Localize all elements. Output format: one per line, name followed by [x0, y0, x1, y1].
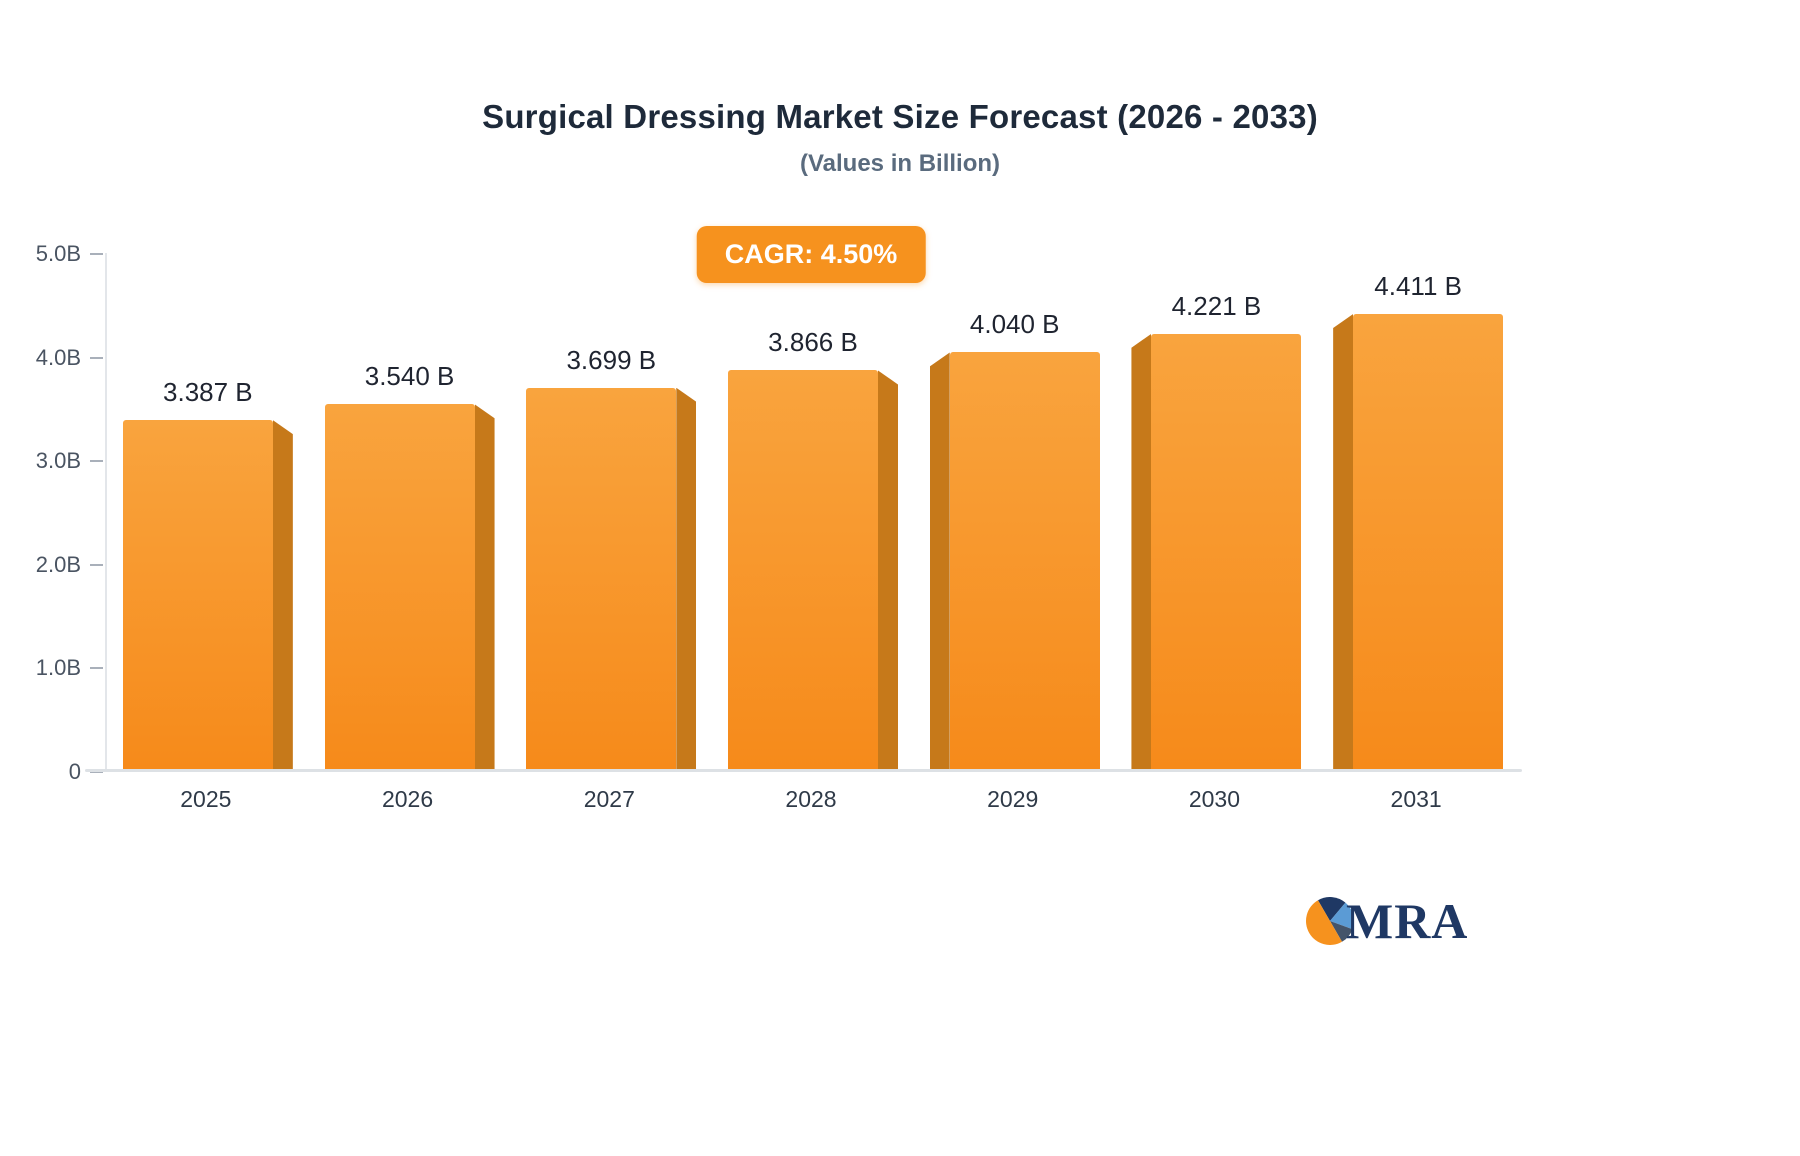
y-tick-label: 0 — [68, 759, 81, 784]
bar-face — [324, 404, 475, 771]
bar-side — [1333, 314, 1354, 771]
bar — [324, 404, 495, 771]
x-tick-label: 2029 — [987, 786, 1039, 812]
x-tick-label: 2025 — [180, 786, 232, 812]
y-tick: 2.0B — [36, 552, 103, 578]
bar-face — [728, 370, 878, 771]
bar — [122, 420, 293, 771]
bar-face — [1151, 333, 1302, 771]
y-tick-label: 2.0B — [35, 551, 81, 577]
y-tick: 0 — [69, 759, 103, 785]
bar-side — [1131, 333, 1152, 771]
bar-side — [474, 404, 495, 771]
x-tick-label: 2028 — [785, 786, 837, 812]
y-tick-dash — [90, 667, 103, 670]
y-tick-label: 5.0B — [35, 241, 81, 266]
x-tick-label: 2031 — [1390, 786, 1442, 812]
bar-value-label: 3.699 B — [566, 344, 657, 375]
bar-side — [878, 370, 898, 771]
y-tick-label: 3.0B — [35, 448, 81, 474]
bar-value-label: 4.221 B — [1171, 290, 1262, 321]
brand-logo: MRA — [1306, 896, 1468, 946]
bar-face — [122, 420, 273, 771]
y-axis: 0 1.0B 2.0B 3.0B 4.0B 5.0B — [0, 241, 103, 784]
y-tick-dash — [90, 253, 103, 255]
y-tick-dash — [90, 460, 103, 463]
y-tick-dash — [90, 771, 103, 773]
bar — [526, 387, 697, 771]
y-tick-dash — [90, 563, 103, 566]
bar — [1131, 333, 1302, 771]
bar-side — [272, 420, 293, 771]
brand-logo-text: MRA — [1346, 893, 1469, 949]
bar-face — [949, 352, 1100, 771]
y-tick-label: 4.0B — [35, 344, 81, 370]
chart-subtitle: (Values in Billion) — [799, 150, 1001, 177]
y-tick: 1.0B — [36, 655, 103, 681]
y-tick: 4.0B — [36, 345, 103, 371]
bar-value-label: 3.866 B — [768, 327, 858, 358]
x-tick-label: 2026 — [381, 786, 434, 812]
pie-chart-icon — [1306, 897, 1354, 945]
y-tick: 3.0B — [36, 448, 103, 474]
x-tick-label: 2027 — [583, 786, 635, 812]
bar — [929, 352, 1100, 771]
bar-value-label: 4.411 B — [1374, 271, 1462, 302]
bar-side — [929, 352, 950, 771]
bar-value-label: 4.040 B — [969, 309, 1060, 340]
bar-side — [676, 387, 697, 771]
bar-face — [526, 387, 677, 771]
x-axis: 2025 2026 2027 2028 2029 2030 2031 — [105, 786, 1517, 820]
y-tick-label: 1.0B — [35, 655, 81, 681]
chart-title: Surgical Dressing Market Size Forecast (… — [482, 98, 1318, 135]
bar-value-label: 3.540 B — [364, 361, 455, 392]
y-tick: 5.0B — [36, 241, 103, 267]
bar — [1333, 314, 1504, 771]
bar-face — [1353, 314, 1504, 771]
y-tick-dash — [90, 356, 103, 359]
x-tick-label: 2030 — [1188, 786, 1241, 812]
cagr-badge: CAGR: 4.50% — [696, 226, 926, 283]
bar-value-label: 3.387 B — [163, 377, 253, 408]
bar — [728, 370, 898, 771]
plot-area: 3.387 B 3.540 B 3.699 B 3.866 B 4.040 B 4.221… — [105, 253, 1519, 771]
x-axis-baseline — [85, 769, 1522, 772]
